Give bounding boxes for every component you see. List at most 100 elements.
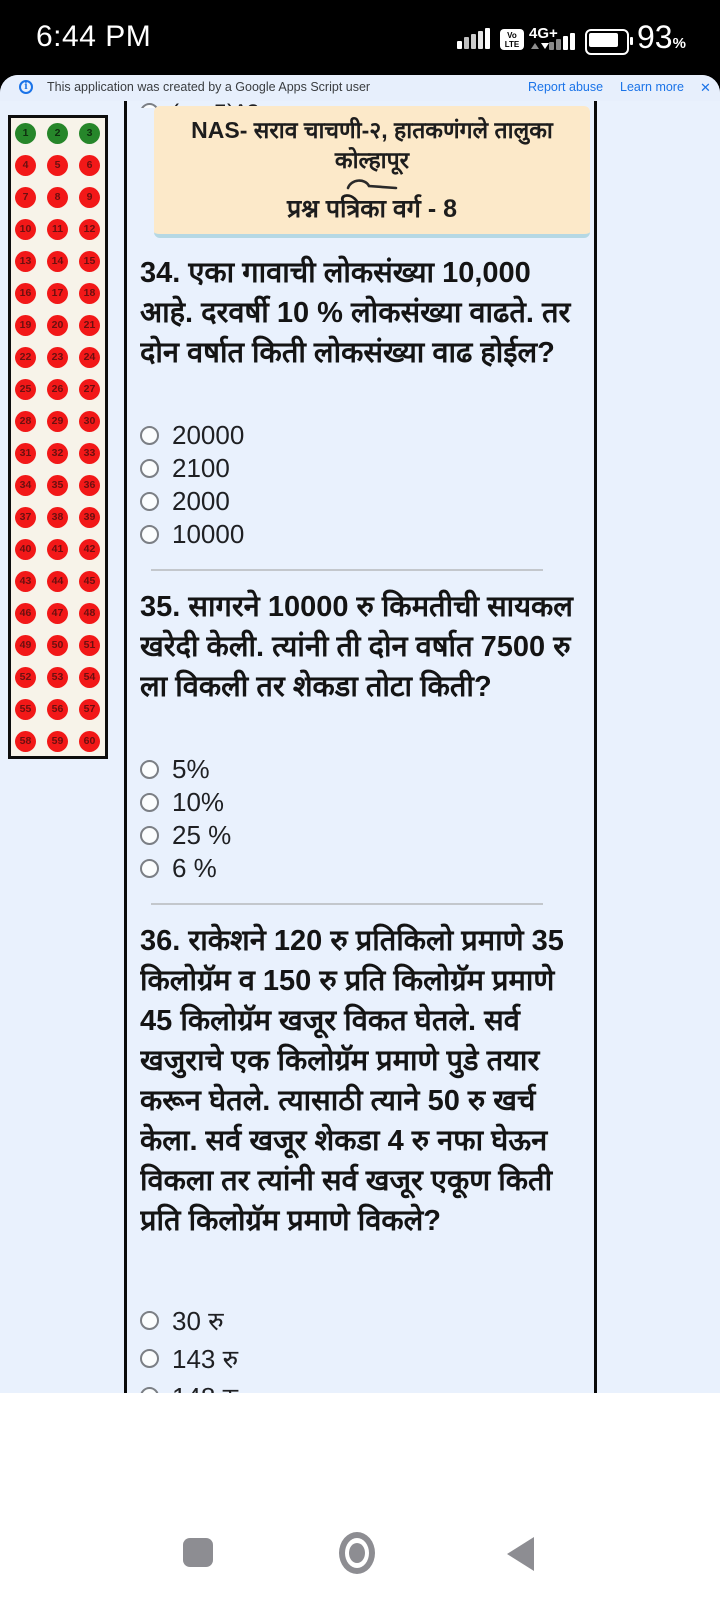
question-number-30-unanswered[interactable]: 30 [79,411,100,432]
radio-button[interactable] [140,793,159,812]
question-number-23-unanswered[interactable]: 23 [47,347,68,368]
question-34-option-3[interactable]: 2000 [140,485,594,518]
question-number-37-unanswered[interactable]: 37 [15,507,36,528]
question-number-60-unanswered[interactable]: 60 [79,731,100,752]
question-number-12-unanswered[interactable]: 12 [79,219,100,240]
question-number-19-unanswered[interactable]: 19 [15,315,36,336]
question-number-3-answered[interactable]: 3 [79,123,100,144]
exam-title: NAS- सराव चाचणी-२, हातकणंगले तालुका कोल्… [191,117,553,173]
question-36-option-3[interactable]: 148 रु [140,1377,594,1393]
question-number-24-unanswered[interactable]: 24 [79,347,100,368]
radio-button[interactable] [140,426,159,445]
question-35-option-1[interactable]: 5% [140,753,594,786]
option-label: 25 % [172,820,232,850]
question-number-14-unanswered[interactable]: 14 [47,251,68,272]
question-divider [151,903,543,905]
question-number-2-answered[interactable]: 2 [47,123,68,144]
radio-button[interactable] [140,826,159,845]
radio-button[interactable] [140,859,159,878]
question-number-57-unanswered[interactable]: 57 [79,699,100,720]
question-number-32-unanswered[interactable]: 32 [47,443,68,464]
question-35-option-2[interactable]: 10% [140,786,594,819]
question-number-9-unanswered[interactable]: 9 [79,187,100,208]
apps-script-webview: i This application was created by a Goog… [0,75,720,1393]
question-number-47-unanswered[interactable]: 47 [47,603,68,624]
info-icon: i [19,80,33,94]
question-number-40-unanswered[interactable]: 40 [15,539,36,560]
back-button-icon[interactable] [507,1537,534,1571]
question-number-20-unanswered[interactable]: 20 [47,315,68,336]
question-36-options: 30 रु143 रु148 रु440 रु [140,1301,594,1393]
home-button-icon[interactable] [339,1532,375,1574]
close-icon[interactable]: ✕ [700,80,711,95]
question-number-36-unanswered[interactable]: 36 [79,475,100,496]
question-number-58-unanswered[interactable]: 58 [15,731,36,752]
radio-button[interactable] [140,492,159,511]
question-number-49-unanswered[interactable]: 49 [15,635,36,656]
question-number-56-unanswered[interactable]: 56 [47,699,68,720]
question-number-25-unanswered[interactable]: 25 [15,379,36,400]
recents-button-icon[interactable] [183,1538,213,1567]
question-number-54-unanswered[interactable]: 54 [79,667,100,688]
question-34-option-1[interactable]: 20000 [140,419,594,452]
question-number-8-unanswered[interactable]: 8 [47,187,68,208]
radio-button[interactable] [140,459,159,478]
question-number-6-unanswered[interactable]: 6 [79,155,100,176]
question-number-17-unanswered[interactable]: 17 [47,283,68,304]
question-number-53-unanswered[interactable]: 53 [47,667,68,688]
question-35-option-3[interactable]: 25 % [140,819,594,852]
question-number-26-unanswered[interactable]: 26 [47,379,68,400]
question-number-16-unanswered[interactable]: 16 [15,283,36,304]
question-number-52-unanswered[interactable]: 52 [15,667,36,688]
question-36-option-2[interactable]: 143 रु [140,1339,594,1377]
question-number-4-unanswered[interactable]: 4 [15,155,36,176]
option-label: 10000 [172,519,245,549]
question-number-35-unanswered[interactable]: 35 [47,475,68,496]
question-number-11-unanswered[interactable]: 11 [47,219,68,240]
question-number-18-unanswered[interactable]: 18 [79,283,100,304]
question-number-39-unanswered[interactable]: 39 [79,507,100,528]
learn-more-link[interactable]: Learn more [620,80,684,94]
question-number-21-unanswered[interactable]: 21 [79,315,100,336]
question-number-41-unanswered[interactable]: 41 [47,539,68,560]
question-number-7-unanswered[interactable]: 7 [15,187,36,208]
question-number-29-unanswered[interactable]: 29 [47,411,68,432]
question-number-31-unanswered[interactable]: 31 [15,443,36,464]
question-36-option-1[interactable]: 30 रु [140,1301,594,1339]
question-number-43-unanswered[interactable]: 43 [15,571,36,592]
radio-button[interactable] [140,525,159,544]
report-abuse-link[interactable]: Report abuse [528,80,604,94]
question-number-27-unanswered[interactable]: 27 [79,379,100,400]
question-number-55-unanswered[interactable]: 55 [15,699,36,720]
volte-icon: Vo LTE [500,29,524,50]
question-number-48-unanswered[interactable]: 48 [79,603,100,624]
radio-button[interactable] [140,1310,159,1330]
question-number-42-unanswered[interactable]: 42 [79,539,100,560]
question-number-13-unanswered[interactable]: 13 [15,251,36,272]
option-label: 20000 [172,420,245,450]
question-number-28-unanswered[interactable]: 28 [15,411,36,432]
signal-strength-icon-sim2 [549,33,575,50]
question-35-option-4[interactable]: 6 % [140,852,594,885]
radio-button[interactable] [140,1348,159,1368]
radio-button[interactable] [140,760,159,779]
question-number-44-unanswered[interactable]: 44 [47,571,68,592]
question-number-34-unanswered[interactable]: 34 [15,475,36,496]
exam-subtitle: प्रश्न पत्रिका वर्ग - 8 [286,195,458,223]
question-number-22-unanswered[interactable]: 22 [15,347,36,368]
volte-line2: LTE [504,40,520,49]
question-number-59-unanswered[interactable]: 59 [47,731,68,752]
question-number-38-unanswered[interactable]: 38 [47,507,68,528]
question-35: 35. सागरने 10000 रु किमतीची सायकल खरेदी … [140,587,594,885]
question-number-51-unanswered[interactable]: 51 [79,635,100,656]
question-34-option-2[interactable]: 2100 [140,452,594,485]
question-number-33-unanswered[interactable]: 33 [79,443,100,464]
question-34-option-4[interactable]: 10000 [140,518,594,551]
question-number-15-unanswered[interactable]: 15 [79,251,100,272]
question-number-45-unanswered[interactable]: 45 [79,571,100,592]
question-number-46-unanswered[interactable]: 46 [15,603,36,624]
question-number-1-answered[interactable]: 1 [15,123,36,144]
question-number-50-unanswered[interactable]: 50 [47,635,68,656]
question-number-5-unanswered[interactable]: 5 [47,155,68,176]
question-number-10-unanswered[interactable]: 10 [15,219,36,240]
